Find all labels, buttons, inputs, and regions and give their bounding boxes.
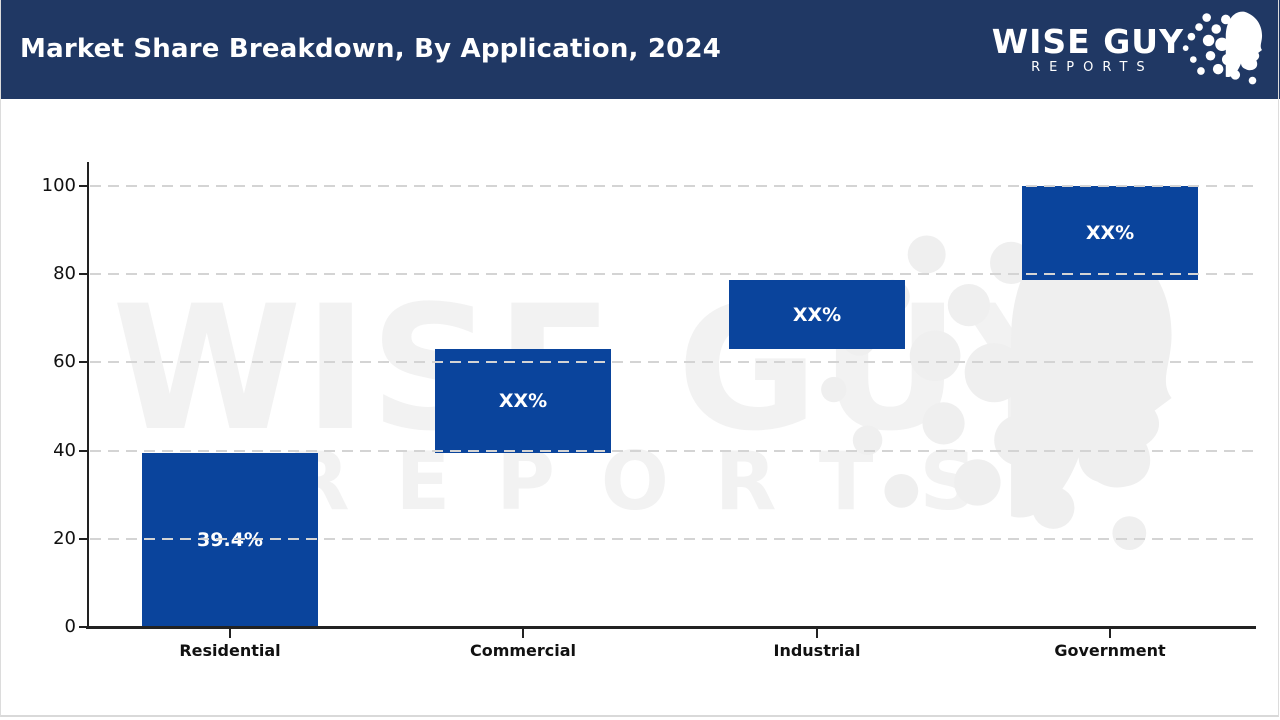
- y-tick-20: [79, 537, 88, 540]
- brand-subname: REPORTS: [1031, 60, 1154, 76]
- bar-commercial: XX%: [435, 349, 611, 454]
- y-tick-100: [79, 185, 88, 187]
- x-tick-government: [1109, 629, 1111, 638]
- brand-logo-text: WISE GUY REPORTS: [991, 21, 1184, 76]
- y-tick-40: [79, 449, 88, 452]
- y-tick-0: [79, 626, 88, 628]
- gridline-100: [90, 185, 1256, 187]
- x-tick-industrial: [816, 629, 818, 638]
- bar-residential: 39.4%: [142, 453, 318, 627]
- bar-value-label: 39.4%: [197, 529, 263, 552]
- x-tick-residential: [229, 629, 231, 638]
- y-tick-label-40: 40: [53, 439, 76, 461]
- y-tick-60: [79, 361, 88, 364]
- y-axis-line: [87, 161, 89, 629]
- y-tick-label-100: 100: [41, 175, 76, 196]
- gridline-20: [90, 537, 1256, 540]
- bar-government: XX%: [1022, 186, 1198, 280]
- brand-face-icon: [1182, 11, 1263, 85]
- page-title: Market Share Breakdown, By Application, …: [20, 34, 722, 64]
- y-tick-label-0: 0: [64, 616, 76, 637]
- gridline-40: [90, 449, 1256, 452]
- y-tick-label-80: 80: [53, 263, 76, 285]
- y-tick-80: [79, 273, 88, 276]
- x-category-label: Residential: [179, 641, 281, 660]
- bar-value-label: XX%: [792, 303, 842, 326]
- x-category-label: Commercial: [469, 641, 577, 660]
- bar-value-label: XX%: [1085, 221, 1135, 244]
- y-tick-label-60: 60: [53, 351, 76, 373]
- bar-industrial: XX%: [729, 279, 905, 350]
- x-axis-line: [86, 626, 1256, 629]
- x-tick-commercial: [522, 629, 524, 638]
- brand-logo: WISE GUY REPORTS: [992, 8, 1264, 92]
- watermark-subtext: REPORTS: [288, 435, 1024, 528]
- y-tick-label-20: 20: [53, 527, 76, 549]
- x-category-label: Government: [1054, 641, 1166, 660]
- bar-value-label: XX%: [498, 390, 548, 413]
- gridline-80: [90, 273, 1256, 276]
- gridline-60: [90, 361, 1256, 364]
- x-category-label: Industrial: [773, 641, 861, 660]
- brand-name: WISE GUY: [991, 21, 1184, 61]
- header-band: Market Share Breakdown, By Application, …: [0, 0, 1280, 99]
